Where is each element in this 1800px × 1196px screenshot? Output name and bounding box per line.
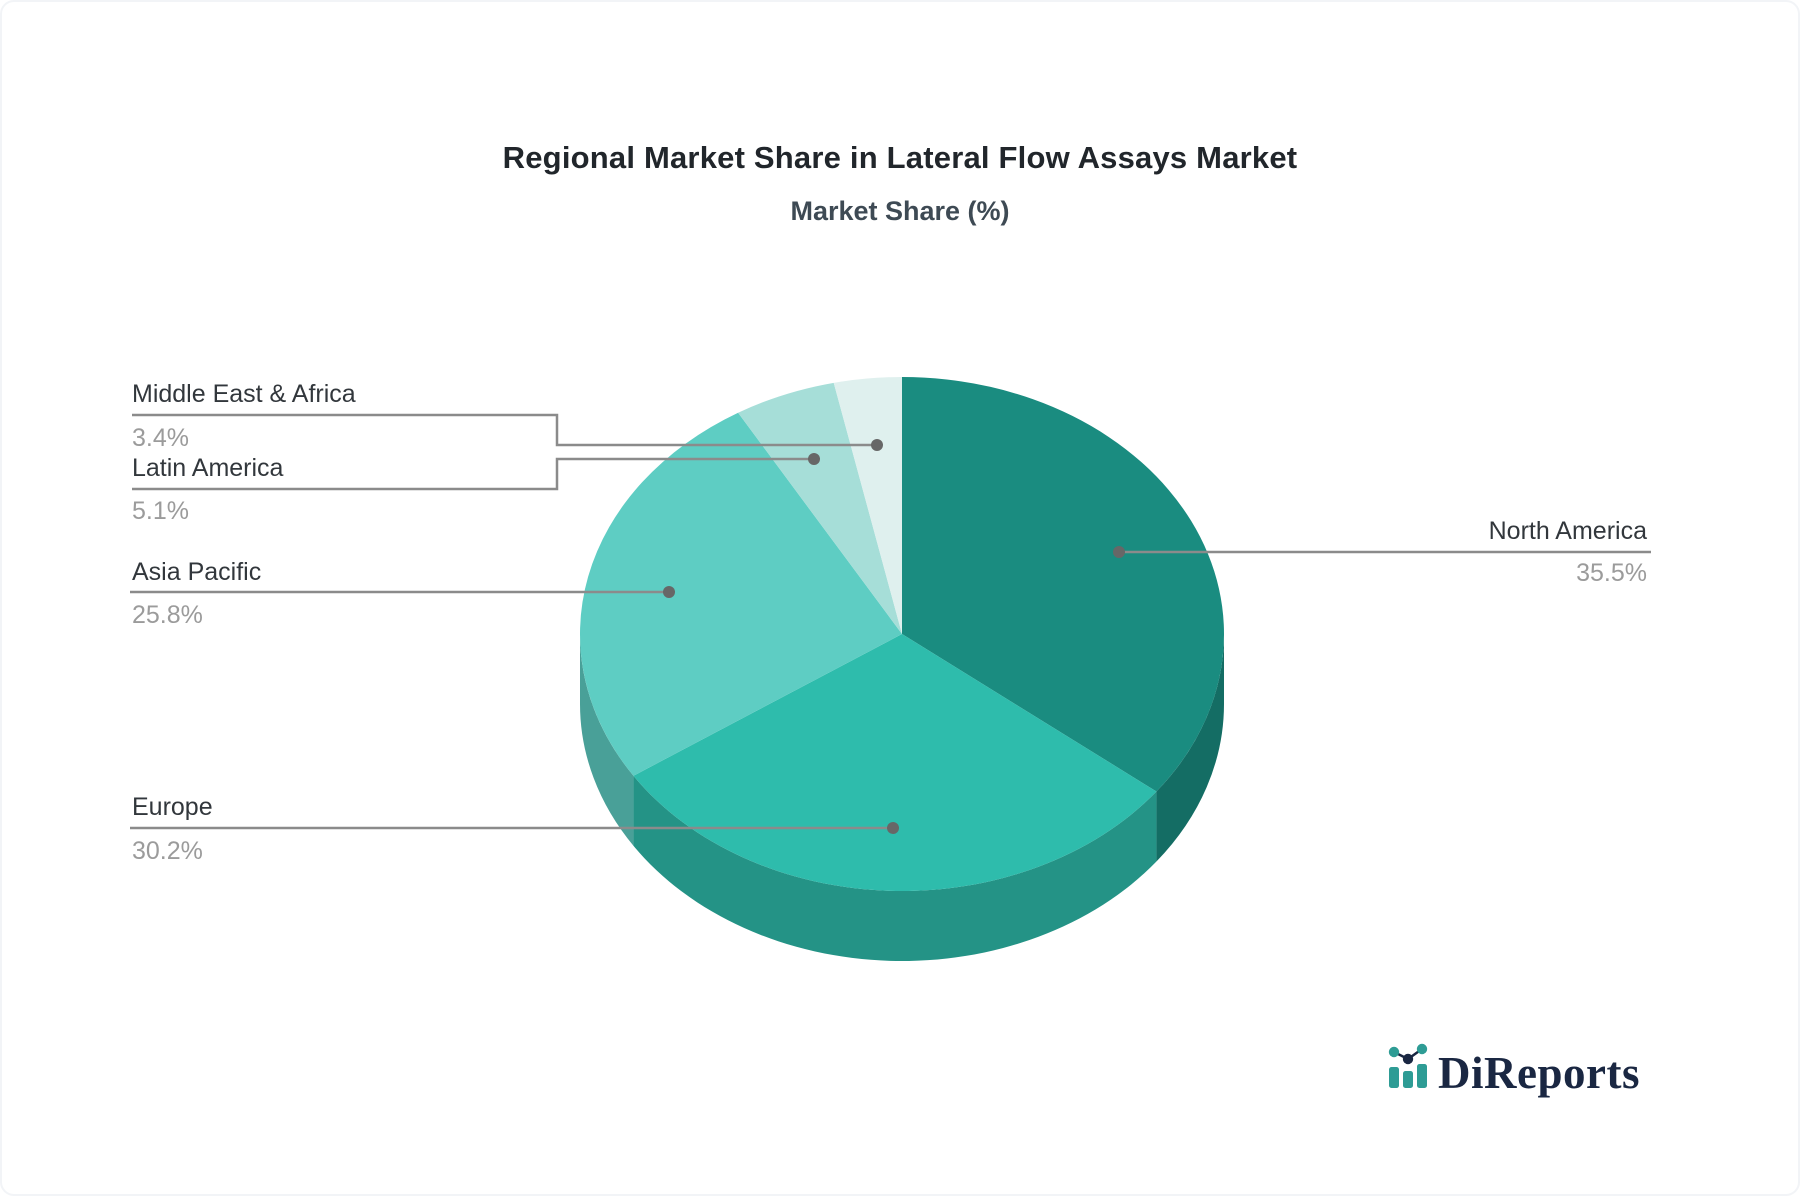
pie-slices [580,377,1225,961]
label-asia-pacific: Asia Pacific [132,558,262,586]
pie-wall-north-america [1156,634,1224,862]
pct-asia-pacific: 25.8% [132,601,203,629]
pct-north-america: 35.5% [1576,559,1647,587]
bar-chart-trend-icon [1388,1043,1428,1088]
pie-slice-north-america[interactable] [902,377,1225,792]
chart-title: Regional Market Share in Lateral Flow As… [502,140,1298,175]
pie-slice-asia-pacific[interactable] [580,412,902,776]
chart-subtitle: Market Share (%) [790,196,1010,226]
logo-wordmark: DiReports [1438,1047,1640,1098]
pct-europe: 30.2% [132,837,203,865]
label-middle-east-africa: Middle East & Africa [132,380,356,408]
pie-wall-europe [633,775,1157,961]
leader-dot-latin-america [808,453,820,465]
pie-wall-asia-pacific [580,634,634,846]
pct-latin-america: 5.1% [132,497,189,525]
leader-dot-middle-east-africa [871,439,883,451]
pct-middle-east-africa: 3.4% [132,424,189,452]
direports-logo: DiReports [1387,1030,1640,1097]
leader-middle-east-africa [132,413,877,447]
label-north-america: North America [1488,517,1647,545]
leader-dot-north-america [1113,546,1125,558]
leader-dot-europe [887,822,899,834]
pie-slice-europe[interactable] [633,634,1157,891]
label-latin-america: Latin America [132,454,284,482]
label-europe: Europe [132,793,213,821]
leader-dot-asia-pacific [663,586,675,598]
leader-lines [130,413,1651,834]
leader-latin-america [132,457,814,491]
pie-slice-middle-east-africa[interactable] [833,377,902,634]
